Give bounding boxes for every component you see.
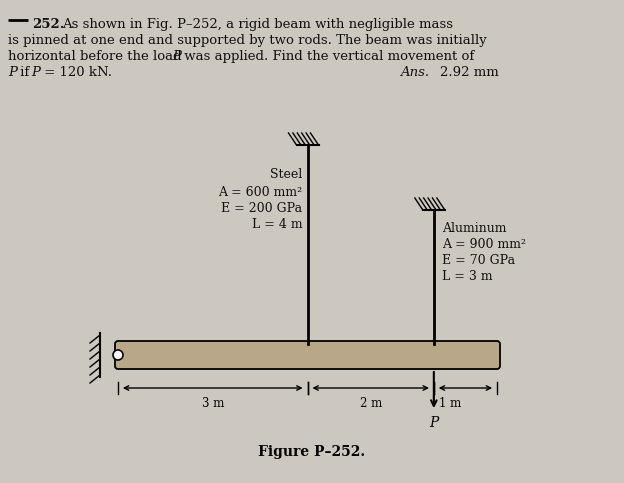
Text: Aluminum: Aluminum: [442, 222, 506, 235]
Text: if: if: [16, 66, 34, 79]
Text: P: P: [31, 66, 40, 79]
Text: horizontal before the load: horizontal before the load: [8, 50, 186, 63]
Text: 2 m: 2 m: [359, 397, 382, 410]
Text: = 120 kN.: = 120 kN.: [40, 66, 112, 79]
Text: is pinned at one end and supported by two rods. The beam was initially: is pinned at one end and supported by tw…: [8, 34, 487, 47]
Text: E = 70 GPa: E = 70 GPa: [442, 254, 515, 267]
Text: A = 600 mm²: A = 600 mm²: [218, 186, 303, 199]
Text: P: P: [429, 416, 439, 430]
Text: was applied. Find the vertical movement of: was applied. Find the vertical movement …: [180, 50, 474, 63]
Text: L = 3 m: L = 3 m: [442, 270, 492, 283]
Text: P: P: [172, 50, 181, 63]
Text: Ans.: Ans.: [400, 66, 429, 79]
Text: 1 m: 1 m: [439, 397, 461, 410]
Text: 252.: 252.: [32, 18, 64, 31]
Text: 2.92 mm: 2.92 mm: [440, 66, 499, 79]
Text: A = 900 mm²: A = 900 mm²: [442, 238, 526, 251]
Text: As shown in Fig. P–252, a rigid beam with negligible mass: As shown in Fig. P–252, a rigid beam wit…: [62, 18, 453, 31]
Text: Figure P–252.: Figure P–252.: [258, 445, 366, 459]
Text: L = 4 m: L = 4 m: [252, 218, 303, 231]
Text: 3 m: 3 m: [202, 397, 224, 410]
FancyBboxPatch shape: [115, 341, 500, 369]
Circle shape: [113, 350, 123, 360]
Text: Steel: Steel: [270, 168, 303, 181]
Text: P: P: [8, 66, 17, 79]
Text: E = 200 GPa: E = 200 GPa: [222, 202, 303, 215]
